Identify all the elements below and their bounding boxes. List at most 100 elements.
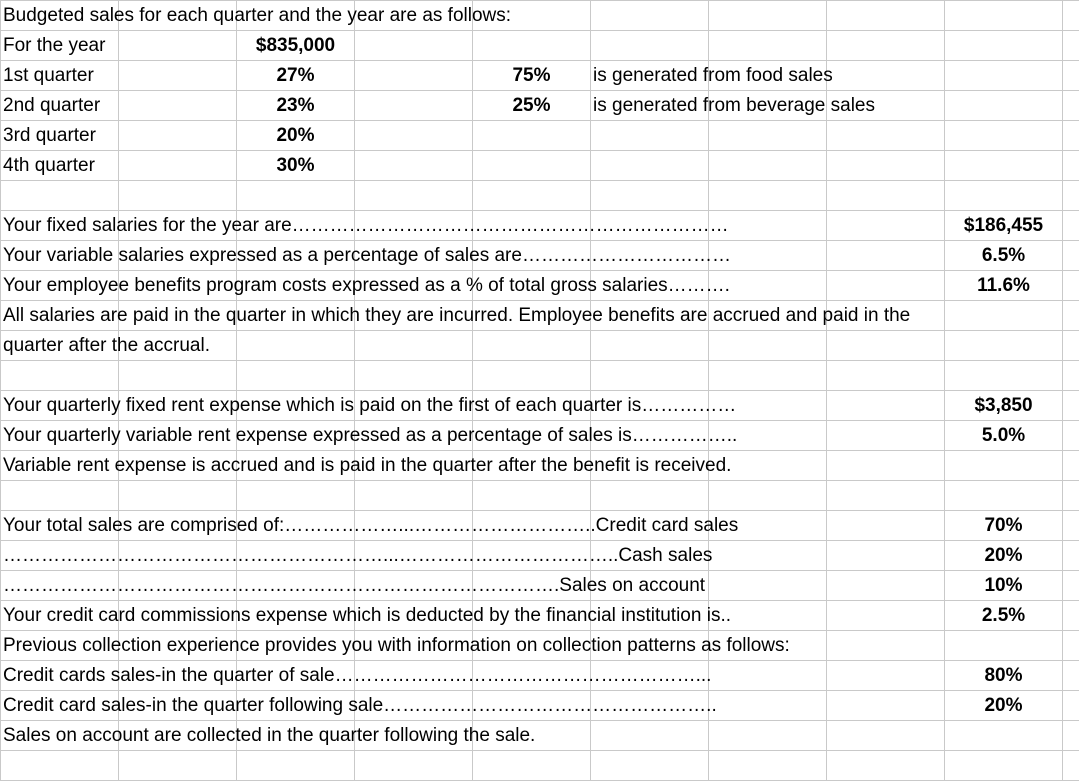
cell-fixed-rent-label: Your quarterly fixed rent expense which … [1,391,119,421]
cell-q3-label: 3rd quarter [1,121,119,151]
row-18: Your total sales are comprised of:………………… [1,511,1079,541]
value: $835,000 [256,35,335,57]
value: 20% [984,545,1022,567]
row-20: …………………………………………………………………………….Sales on a… [1,571,1079,601]
text: is generated from beverage sales [593,95,875,117]
text: Your variable salaries expressed as a pe… [3,245,731,267]
row-14: Your quarterly fixed rent expense which … [1,391,1079,421]
cell-bev-label: is generated from beverage sales [591,91,709,121]
value: $3,850 [974,395,1032,417]
cell-cash-sales-label: ……………………………………………………...……………………………..Cash… [1,541,119,571]
text: 4th quarter [3,155,95,177]
text: Credit cards sales-in the quarter of sal… [3,665,711,687]
cell-fixed-salaries-label: Your fixed salaries for the year are…………… [1,211,119,241]
text: Your total sales are comprised of:………………… [3,515,738,537]
value: 2.5% [982,605,1025,627]
value: 20% [984,695,1022,717]
row-9: Your variable salaries expressed as a pe… [1,241,1079,271]
cell-q4-label: 4th quarter [1,151,119,181]
cell-cc-sales-value: 70% [945,511,1063,541]
text: quarter after the accrual. [3,335,210,357]
cell-cc-qafter-value: 20% [945,691,1063,721]
row-13 [1,361,1079,391]
cell-cc-commission-value: 2.5% [945,601,1063,631]
row-4: 2nd quarter 23% 25% is generated from be… [1,91,1079,121]
cell-bev-pct: 25% [473,91,591,121]
text: Previous collection experience provides … [3,635,790,657]
text: …………………………………………………………………………….Sales on a… [3,575,705,597]
cell-q2-label: 2nd quarter [1,91,119,121]
value: 6.5% [982,245,1025,267]
text: 1st quarter [3,65,94,87]
value: 10% [984,575,1022,597]
cell-account-sales-label: …………………………………………………………………………….Sales on a… [1,571,119,601]
row-11: All salaries are paid in the quarter in … [1,301,1079,331]
cell-var-salaries-label: Your variable salaries expressed as a pe… [1,241,119,271]
row-24: Credit card sales-in the quarter followi… [1,691,1079,721]
text: 2nd quarter [3,95,100,117]
row-26 [1,751,1079,781]
cell-cc-qafter-label: Credit card sales-in the quarter followi… [1,691,119,721]
value: 5.0% [982,425,1025,447]
row-12: quarter after the accrual. [1,331,1079,361]
cell-q4-pct: 30% [237,151,355,181]
cell-food-pct: 75% [473,61,591,91]
spreadsheet-table: Budgeted sales for each quarter and the … [0,0,1079,781]
text: ……………………………………………………...……………………………..Cash… [3,545,712,567]
cell-budget-heading: Budgeted sales for each quarter and the … [1,1,119,31]
cell-cc-qos-value: 80% [945,661,1063,691]
text: 3rd quarter [3,125,96,147]
cell-var-rent-label: Your quarterly variable rent expense exp… [1,421,119,451]
cell-year-total: $835,000 [237,31,355,61]
value: 20% [276,125,314,147]
cell-benefits-label: Your employee benefits program costs exp… [1,271,119,301]
value: 23% [276,95,314,117]
value: 11.6% [977,275,1030,297]
cell-fixed-rent-value: $3,850 [945,391,1063,421]
text: Your quarterly variable rent expense exp… [3,425,737,447]
cell-var-rent-value: 5.0% [945,421,1063,451]
row-19: ……………………………………………………...……………………………..Cash… [1,541,1079,571]
row-15: Your quarterly variable rent expense exp… [1,421,1079,451]
cell-salaries-note-1: All salaries are paid in the quarter in … [1,301,119,331]
cell-account-collection-note: Sales on account are collected in the qu… [1,721,119,751]
text: Your quarterly fixed rent expense which … [3,395,736,417]
value: $186,455 [964,215,1043,237]
row-6: 4th quarter 30% [1,151,1079,181]
value: 25% [512,95,550,117]
cell-for-the-year-label: For the year [1,31,119,61]
cell-q3-pct: 20% [237,121,355,151]
row-23: Credit cards sales-in the quarter of sal… [1,661,1079,691]
cell-var-salaries-value: 6.5% [945,241,1063,271]
cell-benefits-value: 11.6% [945,271,1063,301]
text: Sales on account are collected in the qu… [3,725,535,747]
row-25: Sales on account are collected in the qu… [1,721,1079,751]
text: All salaries are paid in the quarter in … [3,305,910,327]
cell-cc-qos-label: Credit cards sales-in the quarter of sal… [1,661,119,691]
value: 70% [984,515,1022,537]
row-10: Your employee benefits program costs exp… [1,271,1079,301]
row-8: Your fixed salaries for the year are…………… [1,211,1079,241]
text: For the year [3,35,105,57]
text: Credit card sales-in the quarter followi… [3,695,717,717]
row-7 [1,181,1079,211]
value: 30% [276,155,314,177]
text: Your employee benefits program costs exp… [3,275,730,297]
cell-cc-sales-label: Your total sales are comprised of:………………… [1,511,119,541]
row-22: Previous collection experience provides … [1,631,1079,661]
text: Budgeted sales for each quarter and the … [3,5,511,27]
text: is generated from food sales [593,65,833,87]
cell-account-sales-value: 10% [945,571,1063,601]
text: Variable rent expense is accrued and is … [3,455,731,477]
cell-rent-note: Variable rent expense is accrued and is … [1,451,119,481]
row-2: For the year $835,000 [1,31,1079,61]
row-16: Variable rent expense is accrued and is … [1,451,1079,481]
cell-food-label: is generated from food sales [591,61,709,91]
cell-fixed-salaries-value: $186,455 [945,211,1063,241]
row-3: 1st quarter 27% 75% is generated from fo… [1,61,1079,91]
cell-collection-heading: Previous collection experience provides … [1,631,119,661]
cell-q1-label: 1st quarter [1,61,119,91]
cell-cash-sales-value: 20% [945,541,1063,571]
row-21: Your credit card commissions expense whi… [1,601,1079,631]
cell-salaries-note-2: quarter after the accrual. [1,331,119,361]
